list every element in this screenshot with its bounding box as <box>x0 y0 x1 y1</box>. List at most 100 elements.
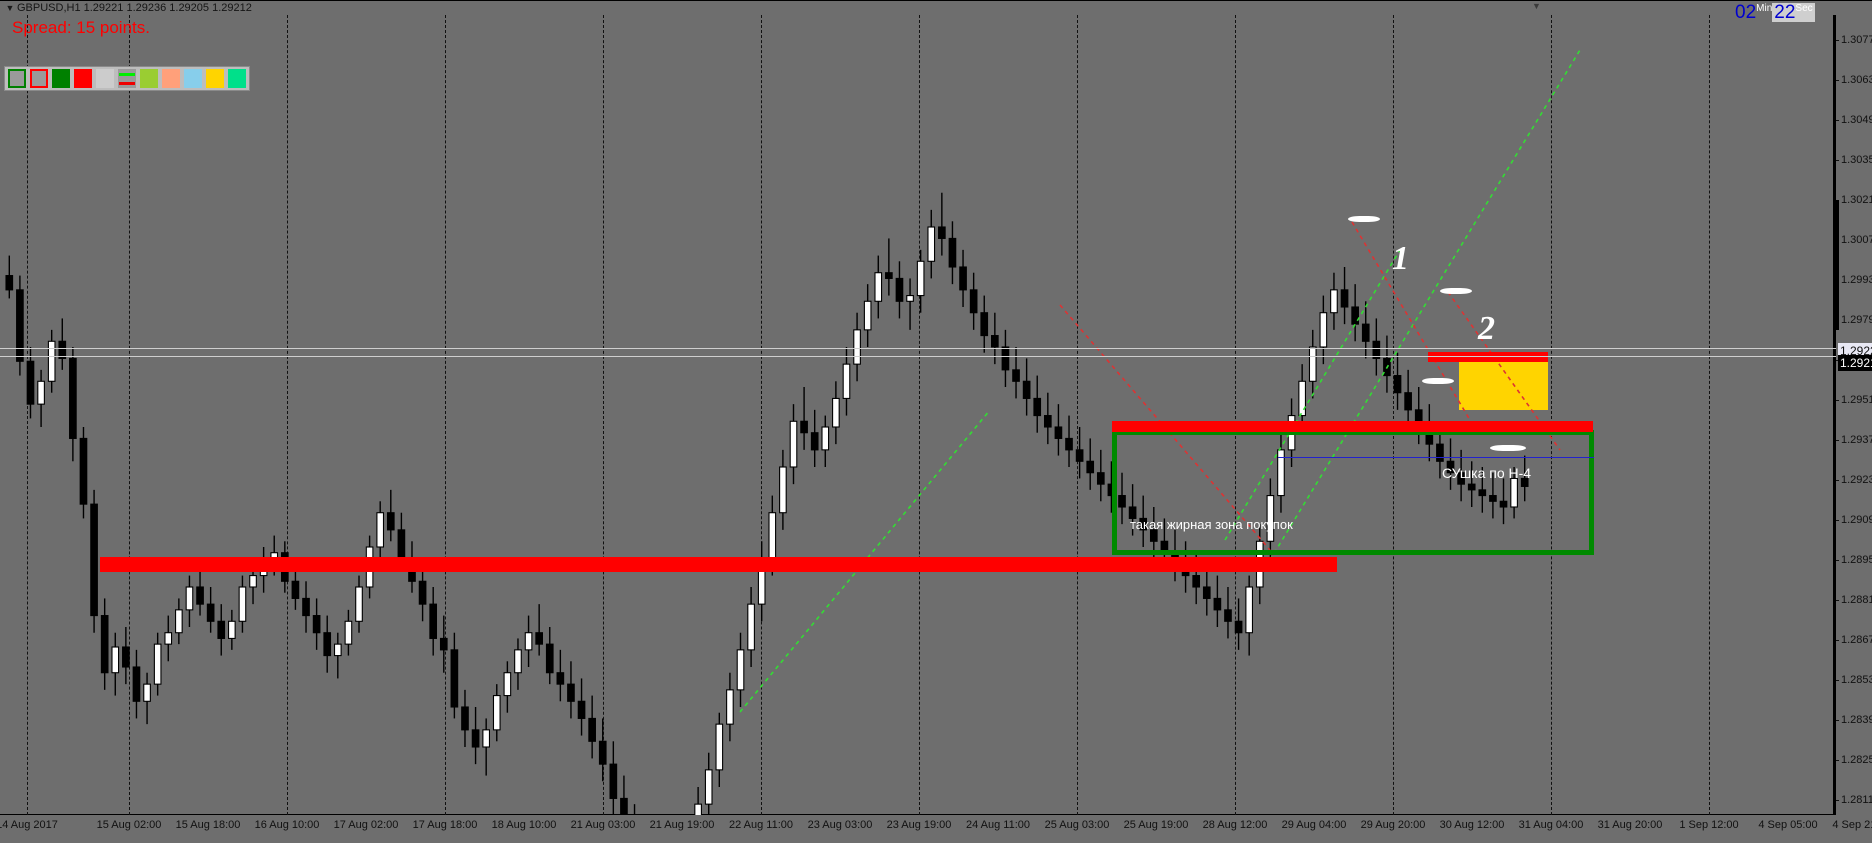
uptrend-green-1[interactable] <box>739 409 991 713</box>
candlestick <box>461 689 469 747</box>
hand-marker-one: 1 <box>1392 240 1409 277</box>
resistance-band-top[interactable] <box>1428 352 1548 362</box>
candlestick <box>1520 455 1529 502</box>
candlestick <box>90 489 98 633</box>
candlestick <box>47 329 56 393</box>
chart-plot-area[interactable]: такая жирная зона покупок СУшка по H-4 1 2 <box>0 15 1836 815</box>
candlestick <box>175 598 183 645</box>
candlestick <box>492 684 501 742</box>
time-tick-label: 4 Sep 21:00 <box>1832 819 1872 831</box>
candlestick <box>704 752 713 815</box>
buy-zone-box[interactable] <box>1112 430 1594 555</box>
candlestick <box>789 404 798 485</box>
time-tick-label: 28 Aug 12:00 <box>1202 819 1268 831</box>
candlestick <box>991 312 999 365</box>
swatch-green-outline[interactable] <box>8 69 26 88</box>
candlestick <box>1075 427 1084 479</box>
timer-seconds-box: 22 Sec <box>1772 3 1815 22</box>
candlestick <box>1266 478 1275 559</box>
consolidation-box[interactable] <box>1459 358 1548 410</box>
candlestick <box>1446 438 1455 490</box>
candlestick <box>959 249 967 307</box>
swatch-spring-green[interactable] <box>228 69 246 88</box>
downtrend-red-2[interactable] <box>1351 221 1471 421</box>
h4-level-annotation: СУшка по H-4 <box>1442 465 1532 481</box>
candlestick <box>1372 318 1381 376</box>
candlestick <box>58 318 67 370</box>
candlestick <box>1128 484 1137 536</box>
tick-dash-icon <box>1836 639 1839 641</box>
swatch-sky-blue[interactable] <box>184 69 202 88</box>
candlestick <box>948 221 957 285</box>
swatch-salmon[interactable] <box>162 69 180 88</box>
candlestick <box>906 278 914 330</box>
swatch-yellow-green[interactable] <box>140 69 158 88</box>
candlestick <box>747 587 755 667</box>
candlestick <box>302 581 310 633</box>
uptrend-green-3[interactable] <box>1269 49 1581 561</box>
swatch-red-outline[interactable] <box>30 69 48 88</box>
h4-level-line[interactable] <box>1278 457 1594 458</box>
candlestick <box>1139 495 1148 547</box>
candlestick <box>1330 272 1338 330</box>
candlestick <box>132 649 141 719</box>
vertical-gridline <box>603 15 604 815</box>
resistance-band-mid[interactable] <box>1112 421 1593 432</box>
swatch-green-red-lines[interactable] <box>118 69 136 88</box>
candlestick <box>567 661 575 719</box>
time-tick-label: 25 Aug 19:00 <box>1123 819 1189 831</box>
swatch-gold[interactable] <box>206 69 224 88</box>
current-price-line[interactable] <box>0 356 1836 357</box>
tick-dash-icon <box>1836 719 1839 721</box>
candlestick <box>1340 267 1349 325</box>
color-palette-toolbar[interactable] <box>4 66 250 91</box>
tick-dash-icon <box>1836 439 1839 441</box>
uptrend-green-2[interactable] <box>1224 249 1401 541</box>
ask-price-line[interactable] <box>0 348 1836 349</box>
time-tick-label: 15 Aug 02:00 <box>96 819 162 831</box>
swatch-red[interactable] <box>74 69 92 88</box>
candlestick <box>1096 449 1105 502</box>
candlestick <box>535 604 543 656</box>
time-tick-label: 29 Aug 04:00 <box>1281 819 1347 831</box>
swatch-light-grey[interactable] <box>96 69 114 88</box>
swatch-dark-green[interactable] <box>52 69 70 88</box>
timer-minutes-unit: Min <box>1756 3 1773 14</box>
chevron-down-icon-right[interactable]: ▼ <box>1532 1 1541 11</box>
candlestick <box>874 255 883 319</box>
candlestick <box>969 272 978 330</box>
candlestick <box>832 381 840 445</box>
candlestick <box>79 427 88 519</box>
candlestick <box>545 627 554 685</box>
time-tick-label: 30 Aug 12:00 <box>1439 819 1505 831</box>
support-band-lower[interactable] <box>100 557 1337 572</box>
candlestick <box>800 387 808 450</box>
bar-countdown-timer: 02 Min 22 Sec <box>1735 3 1815 22</box>
candlestick <box>355 575 363 633</box>
brush-stroke-4 <box>1490 445 1526 451</box>
candlestick <box>196 569 204 616</box>
time-scale-axis[interactable]: 14 Aug 2017 15 Aug 02:00 15 Aug 18:00 16 Au… <box>0 815 1872 843</box>
chevron-down-icon[interactable]: ▼ <box>5 2 15 13</box>
timer-minutes: 02 <box>1735 2 1757 23</box>
